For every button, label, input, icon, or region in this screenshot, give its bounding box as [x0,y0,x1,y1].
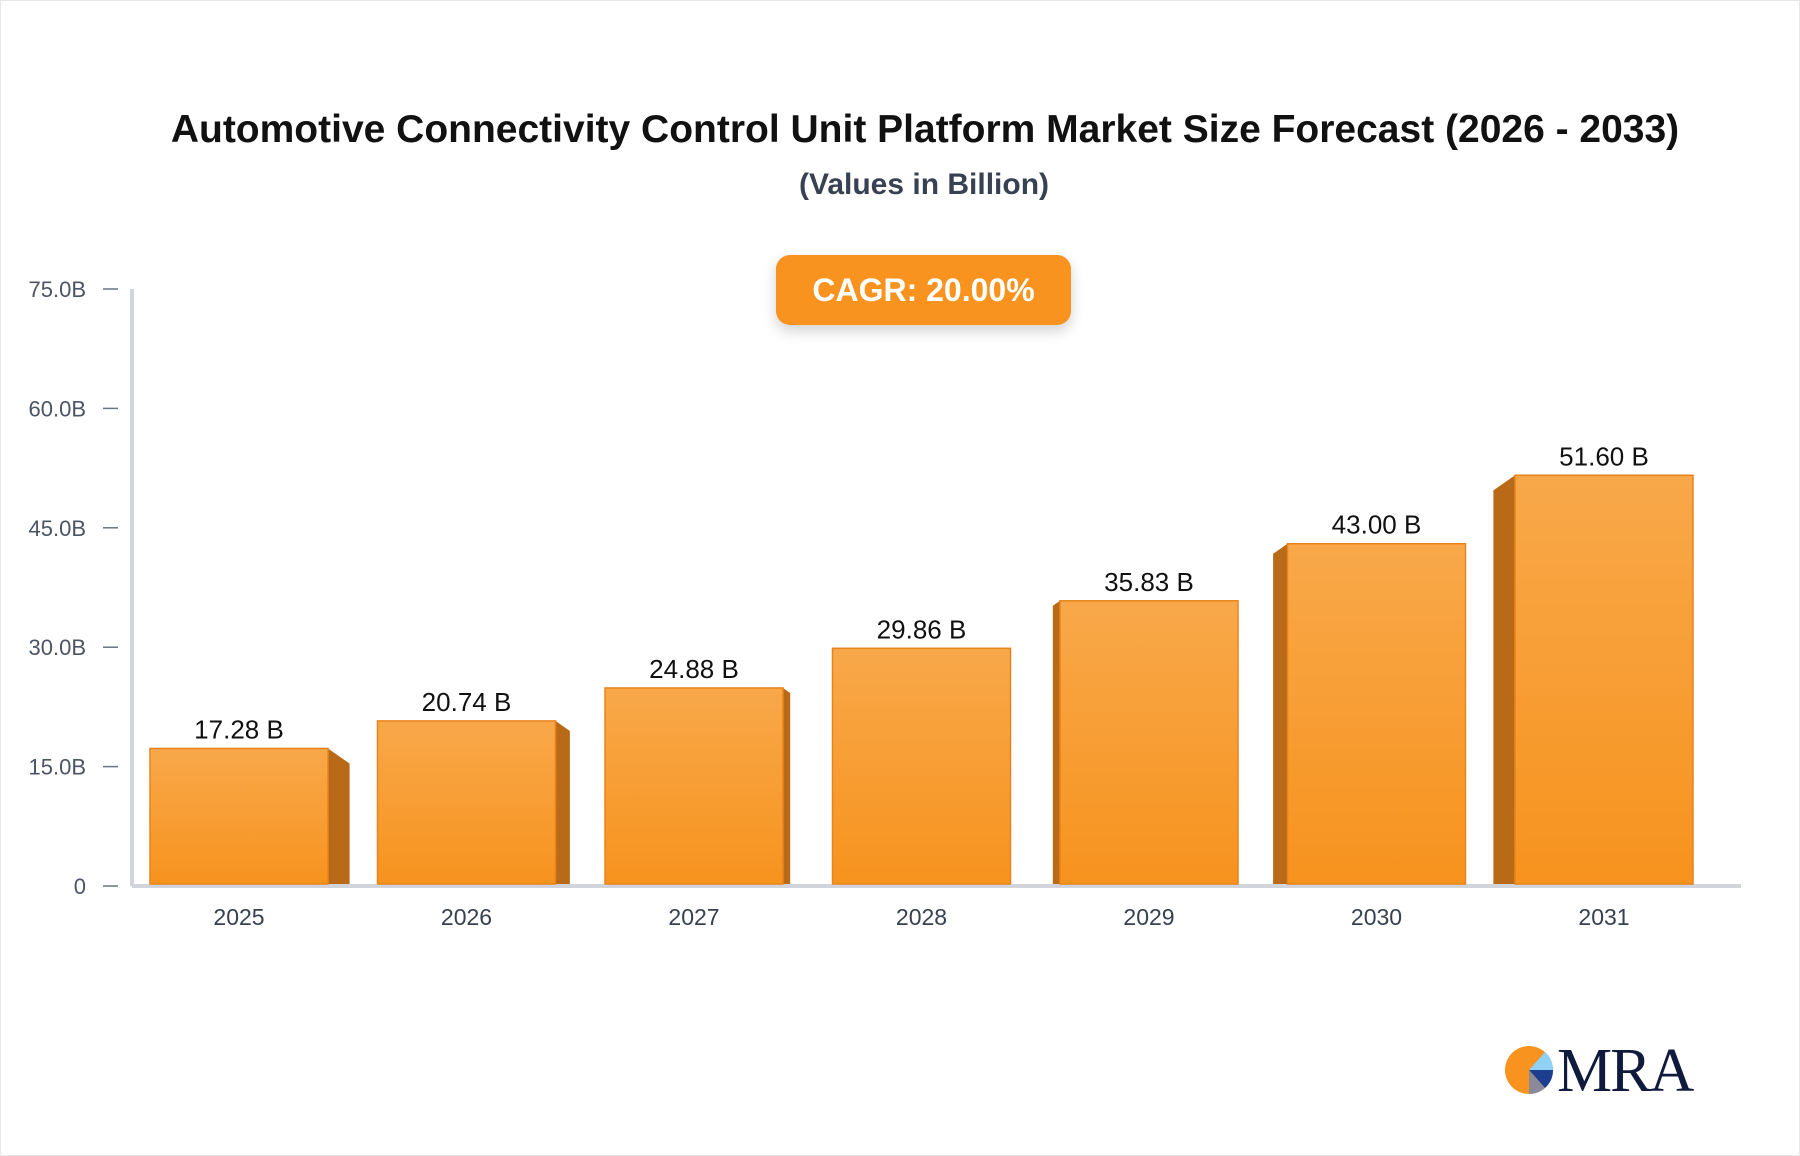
bar-2028 [831,647,1012,885]
bar-2029 [1059,600,1239,885]
data-label: 29.86 B [877,614,967,644]
bar-side [555,720,570,884]
cagr-badge: CAGR: 20.00% [776,255,1071,325]
chart-title: Automotive Connectivity Control Unit Pla… [170,108,1680,151]
chart-subtitle: (Values in Billion) [798,168,1050,201]
mra-logo: MRA [1505,1037,1695,1105]
data-label: 17.28 B [194,714,284,744]
x-tick-label: 2027 [668,904,719,930]
bar-2025 [149,747,329,885]
bar-side [1273,543,1288,884]
bar-2027 [604,687,784,885]
bar-side [783,687,791,884]
y-tick-label: 75.0B [29,277,87,302]
x-tick-label: 2026 [441,904,492,930]
y-tick-label: 30.0B [29,635,87,660]
data-label: 20.74 B [422,687,512,717]
bar-2031 [1514,474,1694,885]
y-tick-label: 45.0B [29,516,87,541]
bar-2026 [376,720,557,885]
x-tick-label: 2029 [1123,904,1174,930]
bar-side [1493,475,1515,884]
x-tick-label: 2031 [1578,904,1629,930]
x-tick-label: 2025 [213,904,264,930]
data-label: 51.60 B [1559,441,1649,471]
data-label: 43.00 B [1332,510,1422,540]
pie-logo-icon [1505,1046,1554,1095]
bar-side [328,748,350,884]
x-tick-label: 2028 [896,904,947,930]
logo-text: MRA [1557,1037,1694,1105]
bar-2030 [1286,542,1467,885]
x-tick-label: 2030 [1351,904,1402,930]
y-tick-label: 15.0B [29,755,87,780]
y-tick-label: 60.0B [29,396,87,421]
bar-side [1052,600,1060,884]
y-tick-label: 0 [74,874,86,899]
data-label: 24.88 B [649,654,739,684]
data-label: 35.83 B [1104,567,1194,597]
